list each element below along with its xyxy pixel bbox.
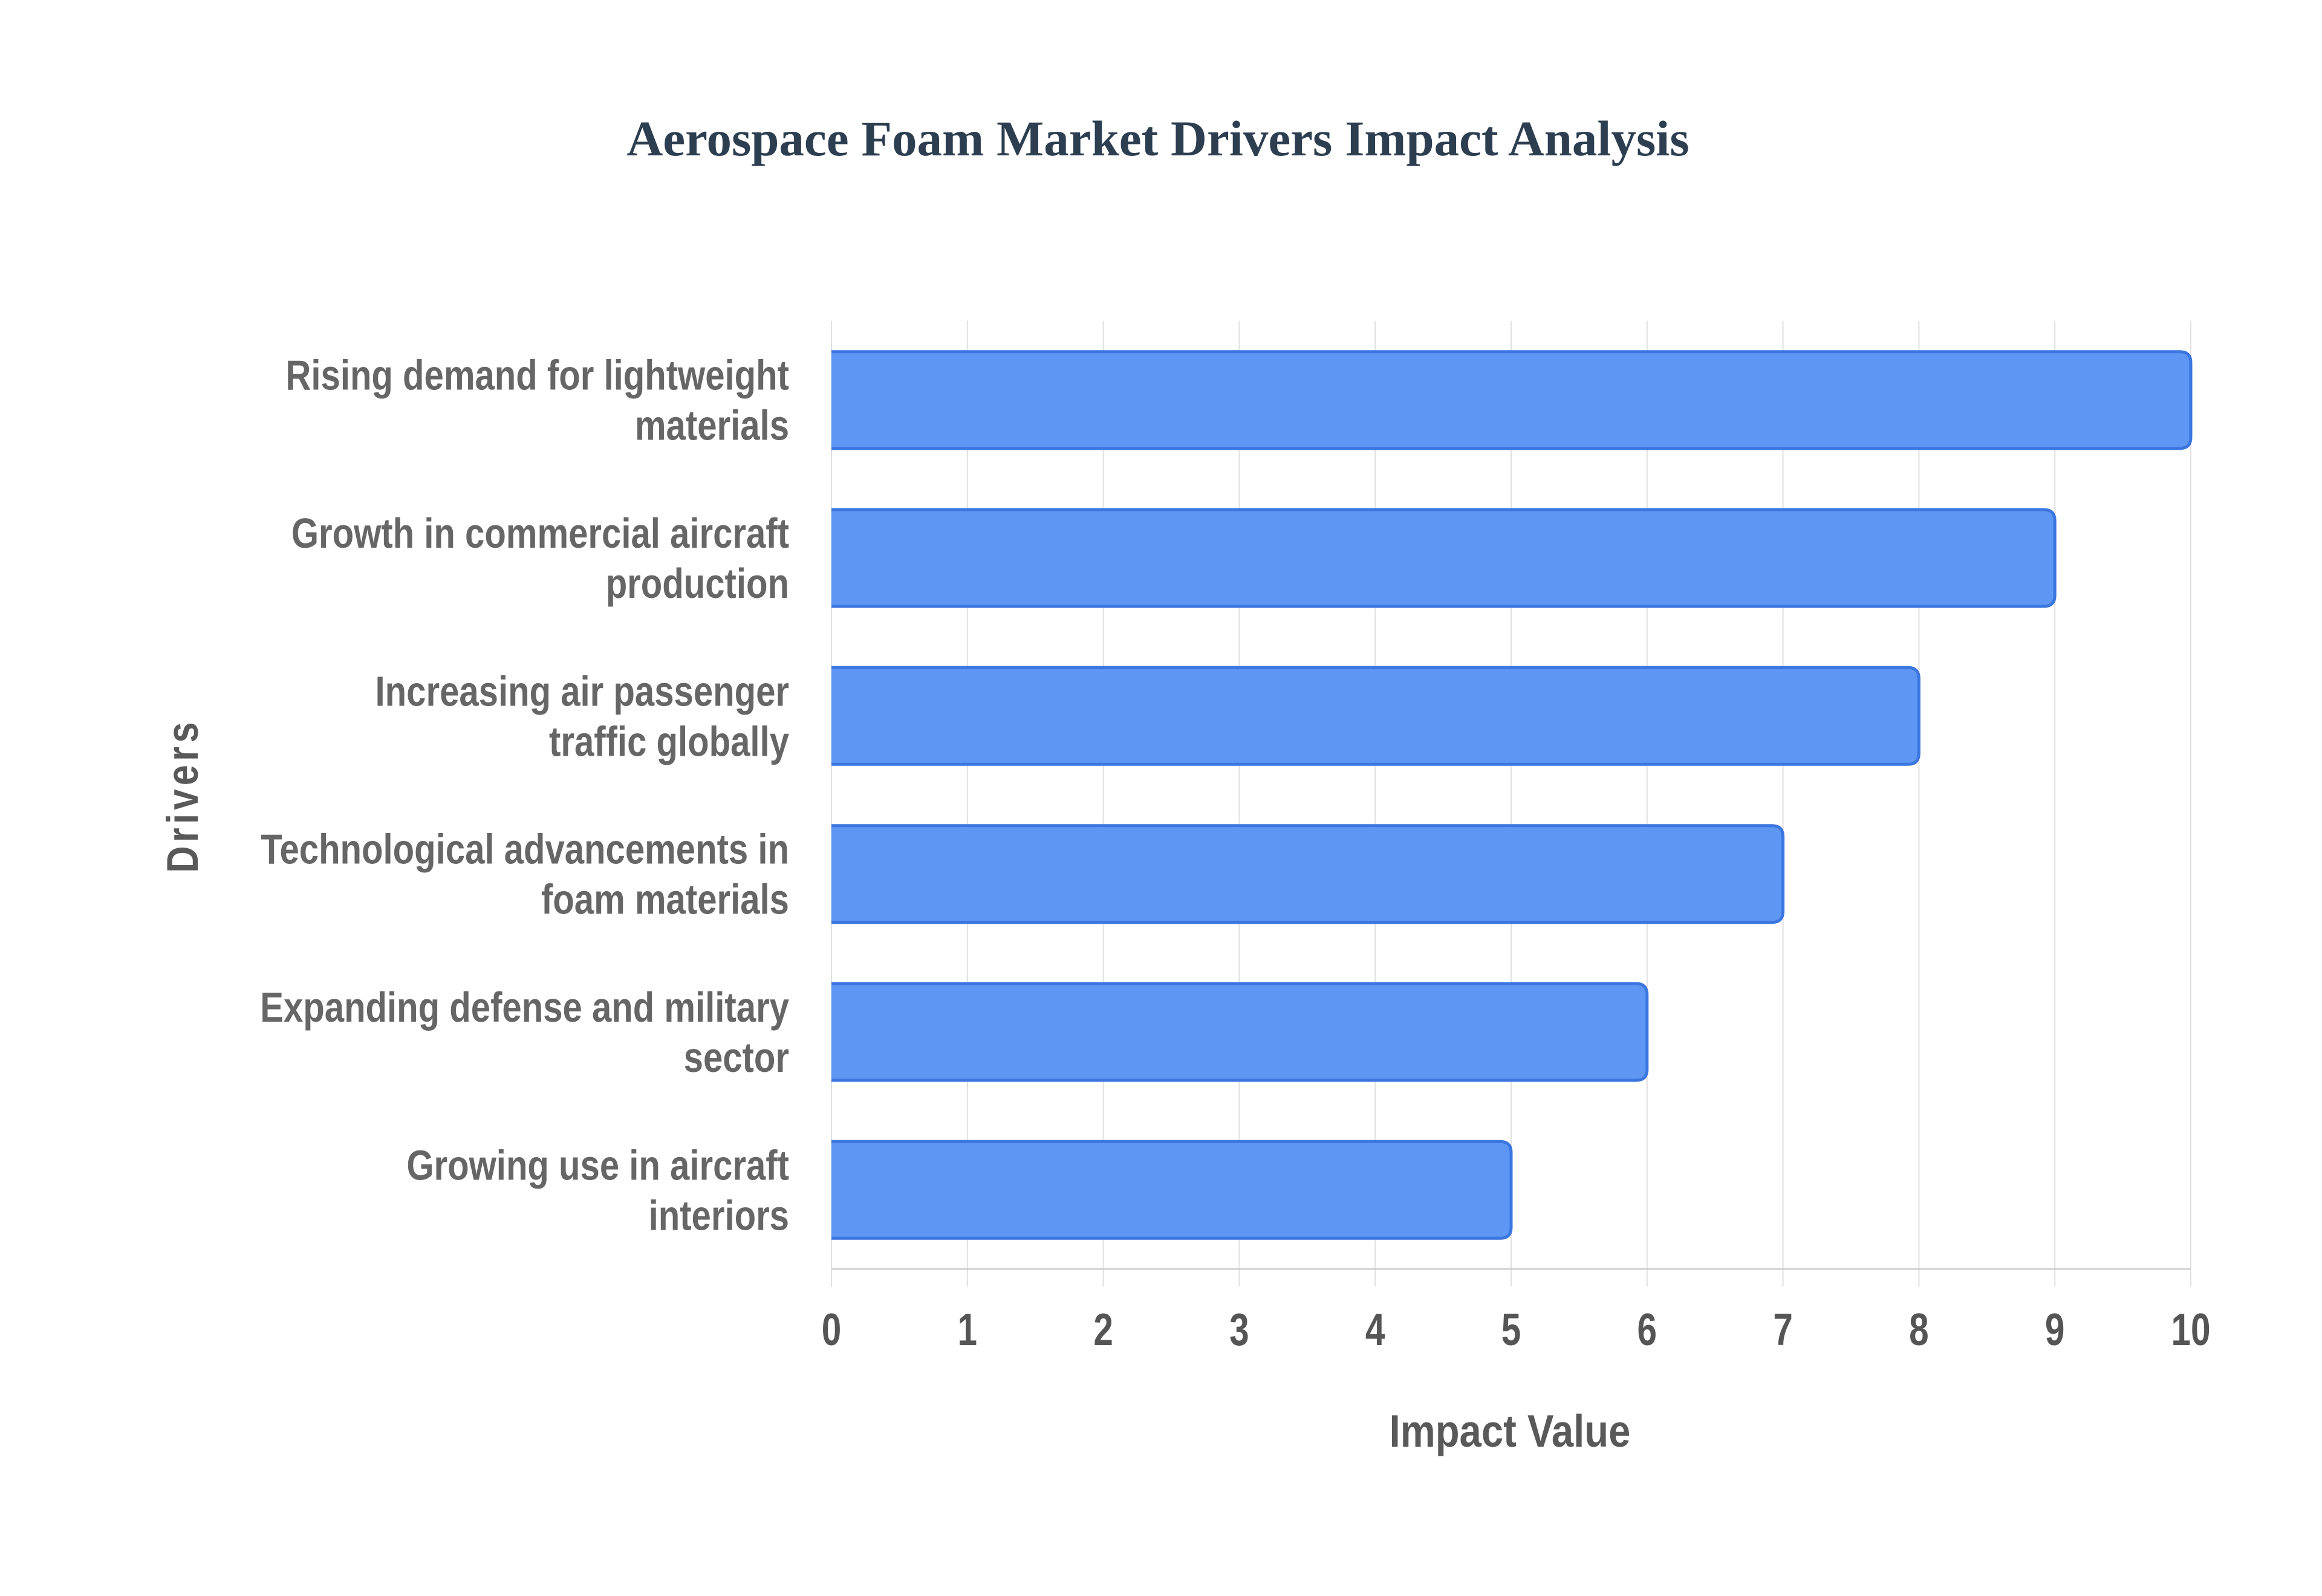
svg-text:Expanding defense and military: Expanding defense and military bbox=[260, 984, 789, 1031]
svg-text:Growth in commercial aircraft: Growth in commercial aircraft bbox=[291, 510, 789, 557]
svg-text:5: 5 bbox=[1501, 1305, 1521, 1355]
svg-text:Drivers: Drivers bbox=[158, 718, 207, 872]
svg-text:4: 4 bbox=[1365, 1305, 1385, 1355]
svg-text:0: 0 bbox=[822, 1305, 842, 1355]
svg-text:9: 9 bbox=[2045, 1305, 2065, 1355]
svg-text:interiors: interiors bbox=[649, 1192, 789, 1239]
svg-text:sector: sector bbox=[684, 1034, 789, 1081]
svg-text:2: 2 bbox=[1093, 1305, 1113, 1355]
svg-text:1: 1 bbox=[958, 1305, 978, 1355]
svg-text:traffic globally: traffic globally bbox=[549, 718, 789, 765]
svg-text:Aerospace Foam Market Drivers: Aerospace Foam Market Drivers Impact Ana… bbox=[626, 111, 1689, 166]
svg-text:6: 6 bbox=[1637, 1305, 1657, 1355]
svg-text:8: 8 bbox=[1909, 1305, 1929, 1355]
svg-text:materials: materials bbox=[635, 402, 789, 449]
svg-text:Technological advancements in: Technological advancements in bbox=[261, 826, 789, 873]
svg-text:Growing use in aircraft: Growing use in aircraft bbox=[406, 1141, 789, 1189]
svg-text:7: 7 bbox=[1773, 1305, 1793, 1355]
svg-text:foam materials: foam materials bbox=[541, 876, 789, 923]
svg-text:3: 3 bbox=[1229, 1305, 1249, 1355]
svg-text:Increasing air passenger: Increasing air passenger bbox=[376, 667, 789, 715]
svg-text:production: production bbox=[606, 560, 789, 607]
svg-text:Rising demand for lightweight: Rising demand for lightweight bbox=[285, 352, 789, 399]
svg-text:10: 10 bbox=[2171, 1305, 2210, 1355]
svg-text:Impact Value: Impact Value bbox=[1390, 1406, 1631, 1456]
